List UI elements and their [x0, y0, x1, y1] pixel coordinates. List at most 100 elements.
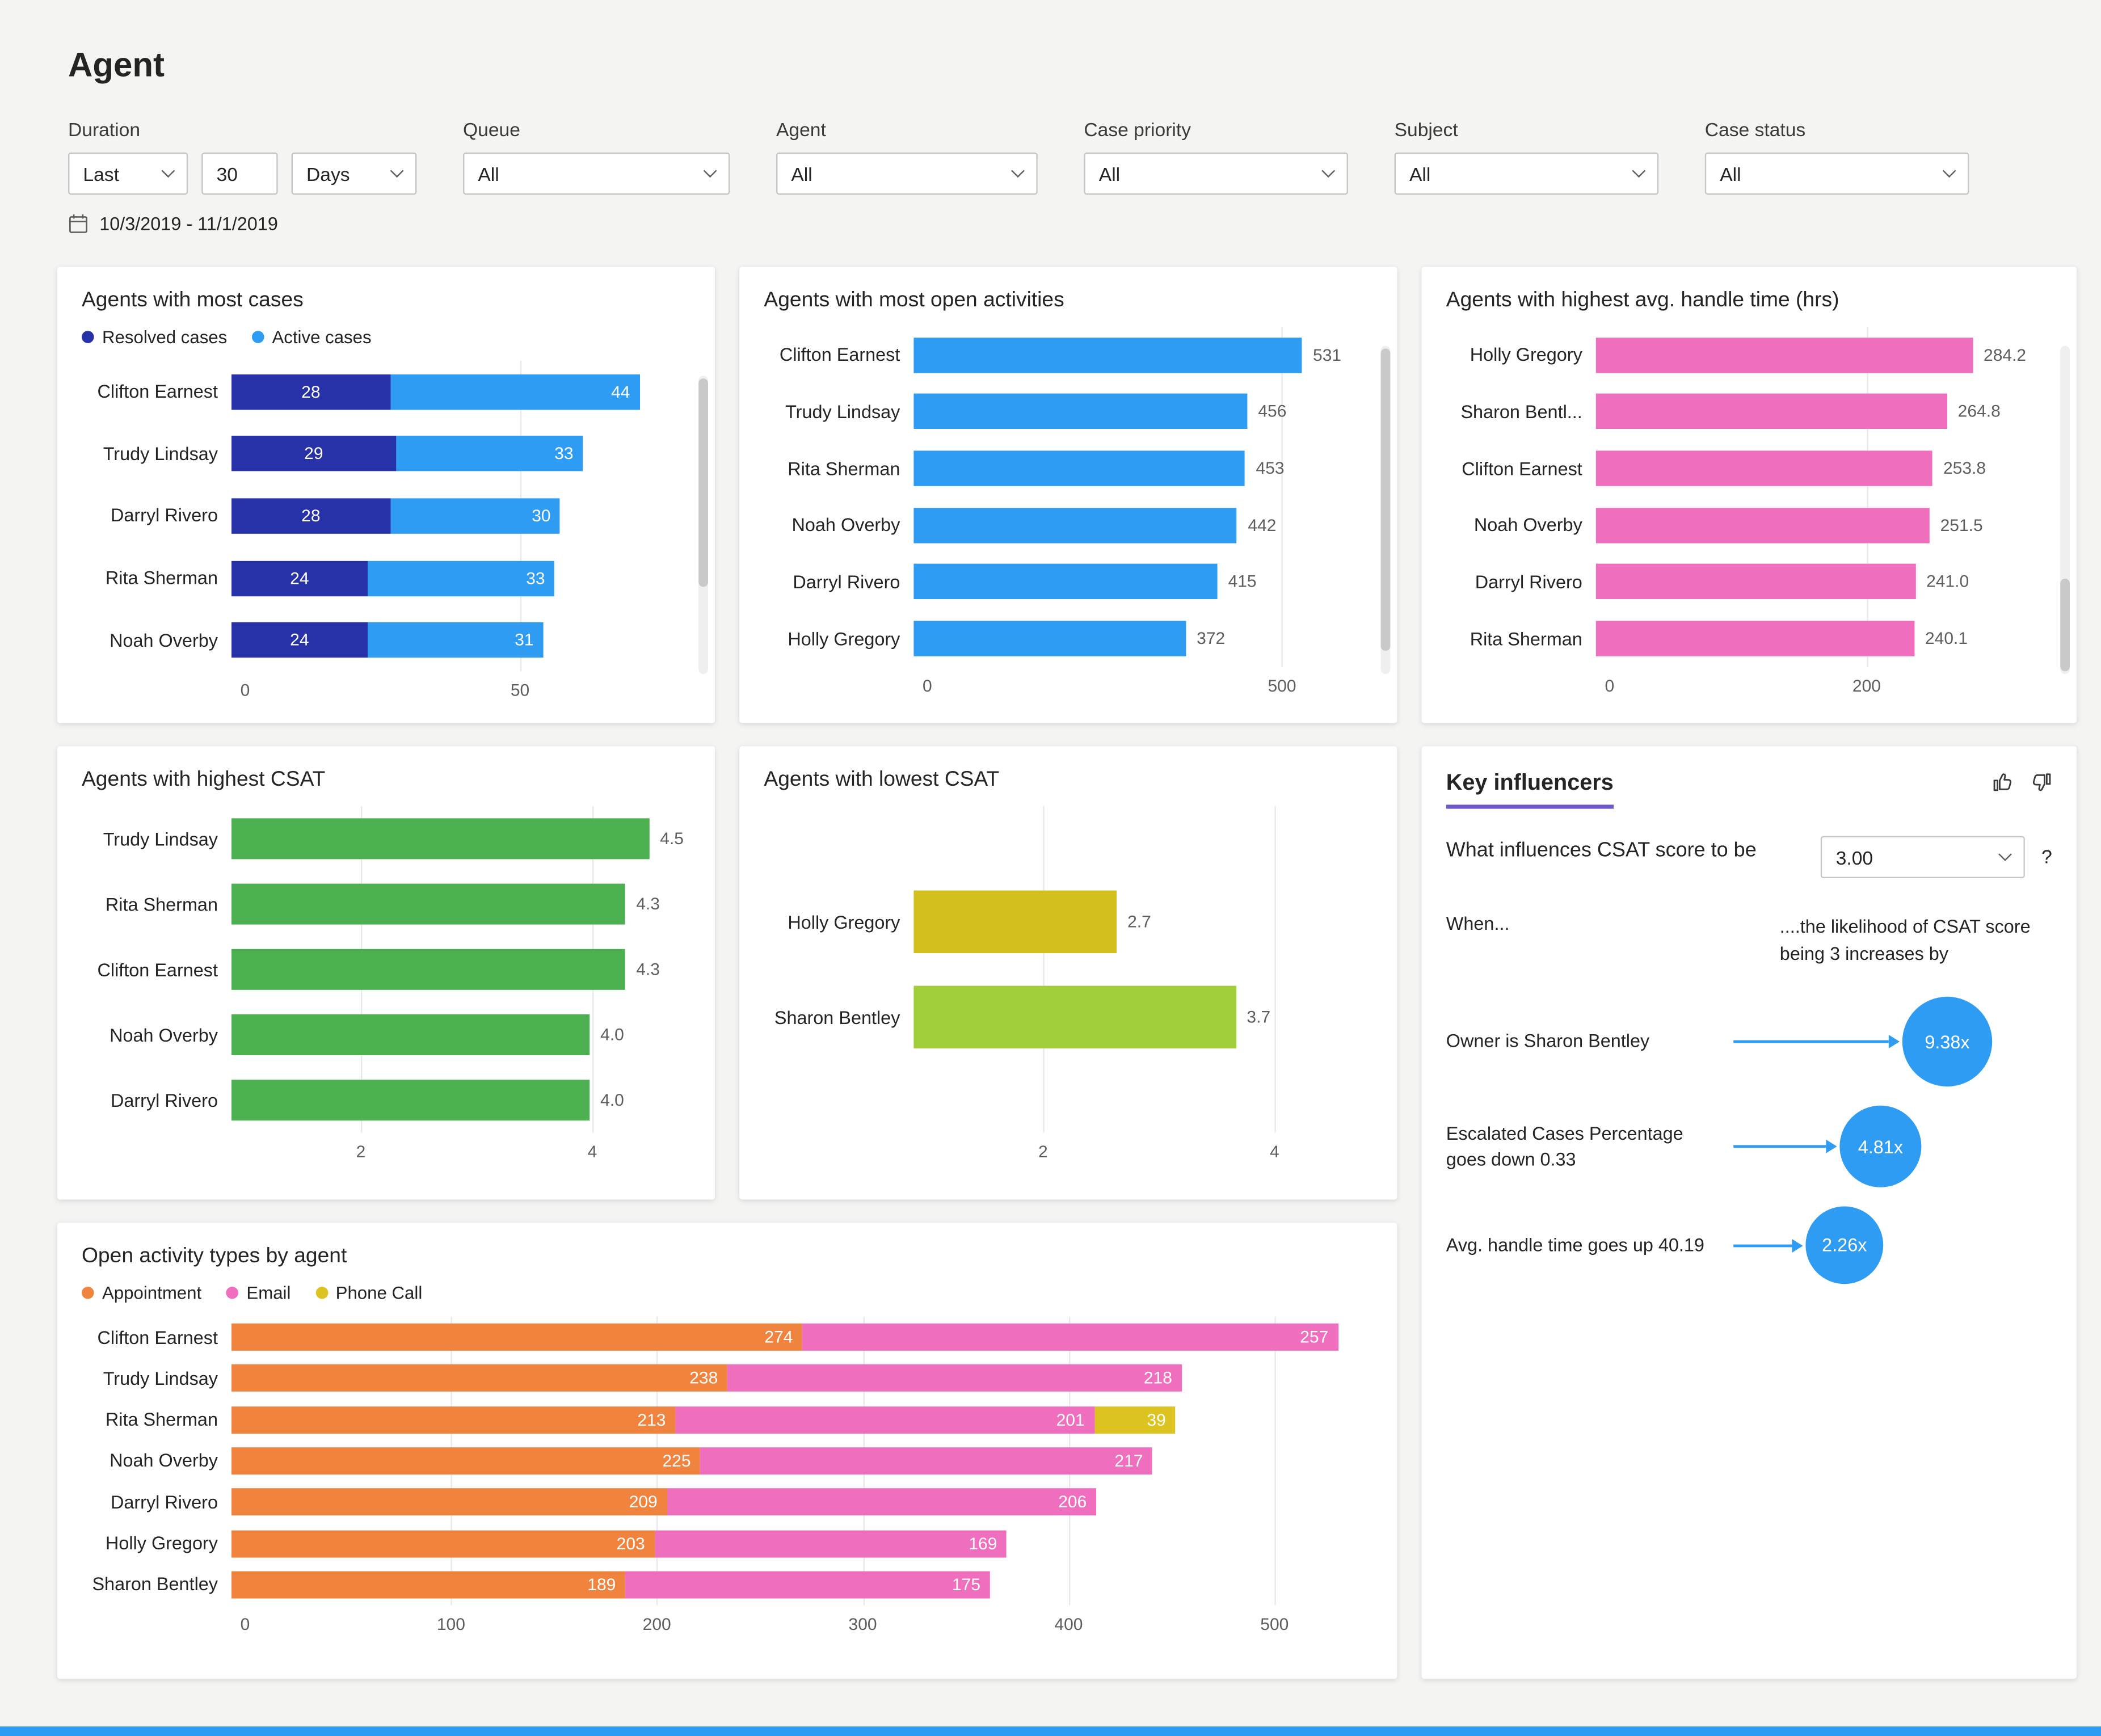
bar-segment[interactable]	[913, 621, 1186, 657]
bar-segment[interactable]: 169	[654, 1529, 1007, 1557]
value-label: 169	[969, 1533, 997, 1553]
value-label: 203	[616, 1533, 645, 1553]
plot-area: Clifton Earnest 531 Trudy Lindsay 456 Rita S…	[764, 327, 1372, 667]
bar-segment[interactable]: 39	[1094, 1406, 1176, 1434]
bar-segment[interactable]	[231, 818, 650, 859]
bar-segment[interactable]	[913, 394, 1248, 430]
bar-segment[interactable]: 189	[231, 1571, 626, 1599]
case-status-select[interactable]: All	[1704, 152, 1969, 195]
plot-area: Holly Gregory 284.2 Sharon Bentl... 264.8 Cl…	[1446, 327, 2052, 667]
csat-target-select[interactable]: 3.00	[1821, 836, 2026, 879]
legend-item[interactable]: Active cases	[251, 327, 372, 347]
bar-segment[interactable]	[231, 1014, 590, 1056]
value-label: 238	[689, 1369, 718, 1388]
help-icon[interactable]: ?	[2041, 845, 2052, 867]
vertical-scrollbar[interactable]	[1380, 345, 1391, 674]
category-label: Noah Overby	[791, 515, 900, 536]
bar-segment[interactable]: 213	[231, 1406, 676, 1434]
subject-select[interactable]: All	[1394, 152, 1659, 195]
bar-segment[interactable]	[1595, 621, 1914, 657]
thumbs-down-icon[interactable]	[2029, 770, 2052, 794]
axis-tick-label: 500	[1260, 1615, 1289, 1634]
scrollbar-thumb[interactable]	[2060, 579, 2070, 671]
legend-item[interactable]: Phone Call	[315, 1283, 422, 1303]
vertical-scrollbar[interactable]	[2060, 345, 2070, 674]
bar-segment[interactable]: 33	[395, 436, 583, 472]
bar-row: Clifton Earnest 531	[764, 337, 1372, 373]
value-label: 209	[629, 1493, 658, 1512]
duration-unit-select[interactable]: Days	[291, 152, 417, 195]
bar-row: Darryl Rivero 241.0	[1446, 564, 2052, 600]
bar-row: Rita Sherman 4.3	[82, 883, 690, 925]
bar-segment[interactable]: 274	[231, 1324, 803, 1351]
value-label: 218	[1143, 1369, 1172, 1388]
value-label: 240.1	[1925, 629, 1968, 648]
legend-label: Resolved cases	[102, 327, 228, 347]
bar-segment[interactable]: 28	[231, 374, 390, 410]
influencer-row: Avg. handle time goes up 40.19 2.26x	[1446, 1206, 2052, 1284]
chart-legend: Resolved cases Active cases	[82, 327, 690, 347]
bar-segment[interactable]: 203	[231, 1529, 655, 1557]
bar-segment[interactable]	[913, 564, 1218, 600]
bar-segment[interactable]	[231, 1080, 590, 1121]
legend-item[interactable]: Resolved cases	[82, 327, 227, 347]
bar-segment[interactable]	[231, 949, 626, 990]
gridlines	[927, 327, 1367, 667]
bar-segment[interactable]	[231, 883, 626, 925]
gridline	[1866, 327, 1868, 667]
plot-area: Holly Gregory 2.7 Sharon Bentley 3.7	[764, 806, 1372, 1133]
bar-segment[interactable]: 24	[231, 560, 368, 596]
case-priority-select[interactable]: All	[1084, 152, 1348, 195]
bar-segment[interactable]	[1595, 337, 1973, 373]
chart-activity-types: Appointment Email Phone Call Clifton Earnes…	[82, 1283, 1372, 1638]
agent-select[interactable]: All	[776, 152, 1038, 195]
ki-when-label: When...	[1446, 913, 1510, 934]
bar-segment[interactable]: 33	[367, 560, 555, 596]
bar-segment[interactable]: 28	[231, 498, 390, 534]
filter-subject: Subject All	[1394, 119, 1659, 195]
bar-segment[interactable]	[1595, 394, 1947, 430]
bar-segment[interactable]: 209	[231, 1488, 667, 1516]
bar-segment[interactable]	[913, 450, 1245, 487]
legend-item[interactable]: Appointment	[82, 1283, 201, 1303]
influence-bubble[interactable]: 4.81x	[1839, 1106, 1922, 1188]
bar-segment[interactable]: 175	[625, 1571, 990, 1599]
value-label: 4.0	[600, 1090, 624, 1110]
bar-segment[interactable]: 29	[231, 436, 396, 472]
card-activity-types: Open activity types by agent Appointment…	[57, 1223, 1397, 1679]
bar-segment[interactable]	[1595, 507, 1930, 543]
influence-bubble[interactable]: 2.26x	[1805, 1206, 1884, 1284]
bar-segment[interactable]	[913, 337, 1302, 373]
bar-segment[interactable]: 44	[390, 374, 640, 410]
bar-segment[interactable]	[913, 985, 1236, 1049]
chart-title: Open activity types by agent	[82, 1244, 347, 1268]
bar-segment[interactable]: 257	[802, 1324, 1338, 1351]
bar-segment[interactable]: 238	[231, 1364, 728, 1392]
bar-segment[interactable]: 24	[231, 622, 368, 658]
bar-row: Holly Gregory 2.7	[764, 890, 1372, 954]
legend-item[interactable]: Email	[226, 1283, 290, 1303]
vertical-scrollbar[interactable]	[698, 376, 708, 674]
bar-segment[interactable]: 30	[390, 498, 561, 534]
bar-segment[interactable]: 217	[700, 1447, 1153, 1475]
bar-track: 415	[913, 564, 1367, 600]
value-label: 28	[301, 506, 321, 526]
bar-segment[interactable]: 201	[675, 1406, 1094, 1434]
bar-segment[interactable]	[913, 890, 1117, 954]
bar-segment[interactable]: 225	[231, 1447, 701, 1475]
category-label: Holly Gregory	[788, 911, 900, 932]
bar-row: Trudy Lindsay 4.5	[82, 818, 690, 859]
influence-bubble[interactable]: 9.38x	[1902, 997, 1993, 1087]
bar-segment[interactable]: 206	[667, 1488, 1097, 1516]
queue-select[interactable]: All	[463, 152, 730, 195]
bar-segment[interactable]	[1595, 450, 1932, 487]
bar-segment[interactable]: 218	[727, 1364, 1182, 1392]
scrollbar-thumb[interactable]	[1380, 349, 1391, 651]
thumbs-up-icon[interactable]	[1992, 770, 2015, 794]
bar-segment[interactable]	[1595, 564, 1915, 600]
scrollbar-thumb[interactable]	[698, 378, 708, 588]
bar-segment[interactable]	[913, 507, 1237, 543]
duration-type-select[interactable]: Last	[68, 152, 188, 195]
bar-segment[interactable]: 31	[367, 622, 544, 658]
duration-value-input[interactable]	[203, 162, 277, 185]
